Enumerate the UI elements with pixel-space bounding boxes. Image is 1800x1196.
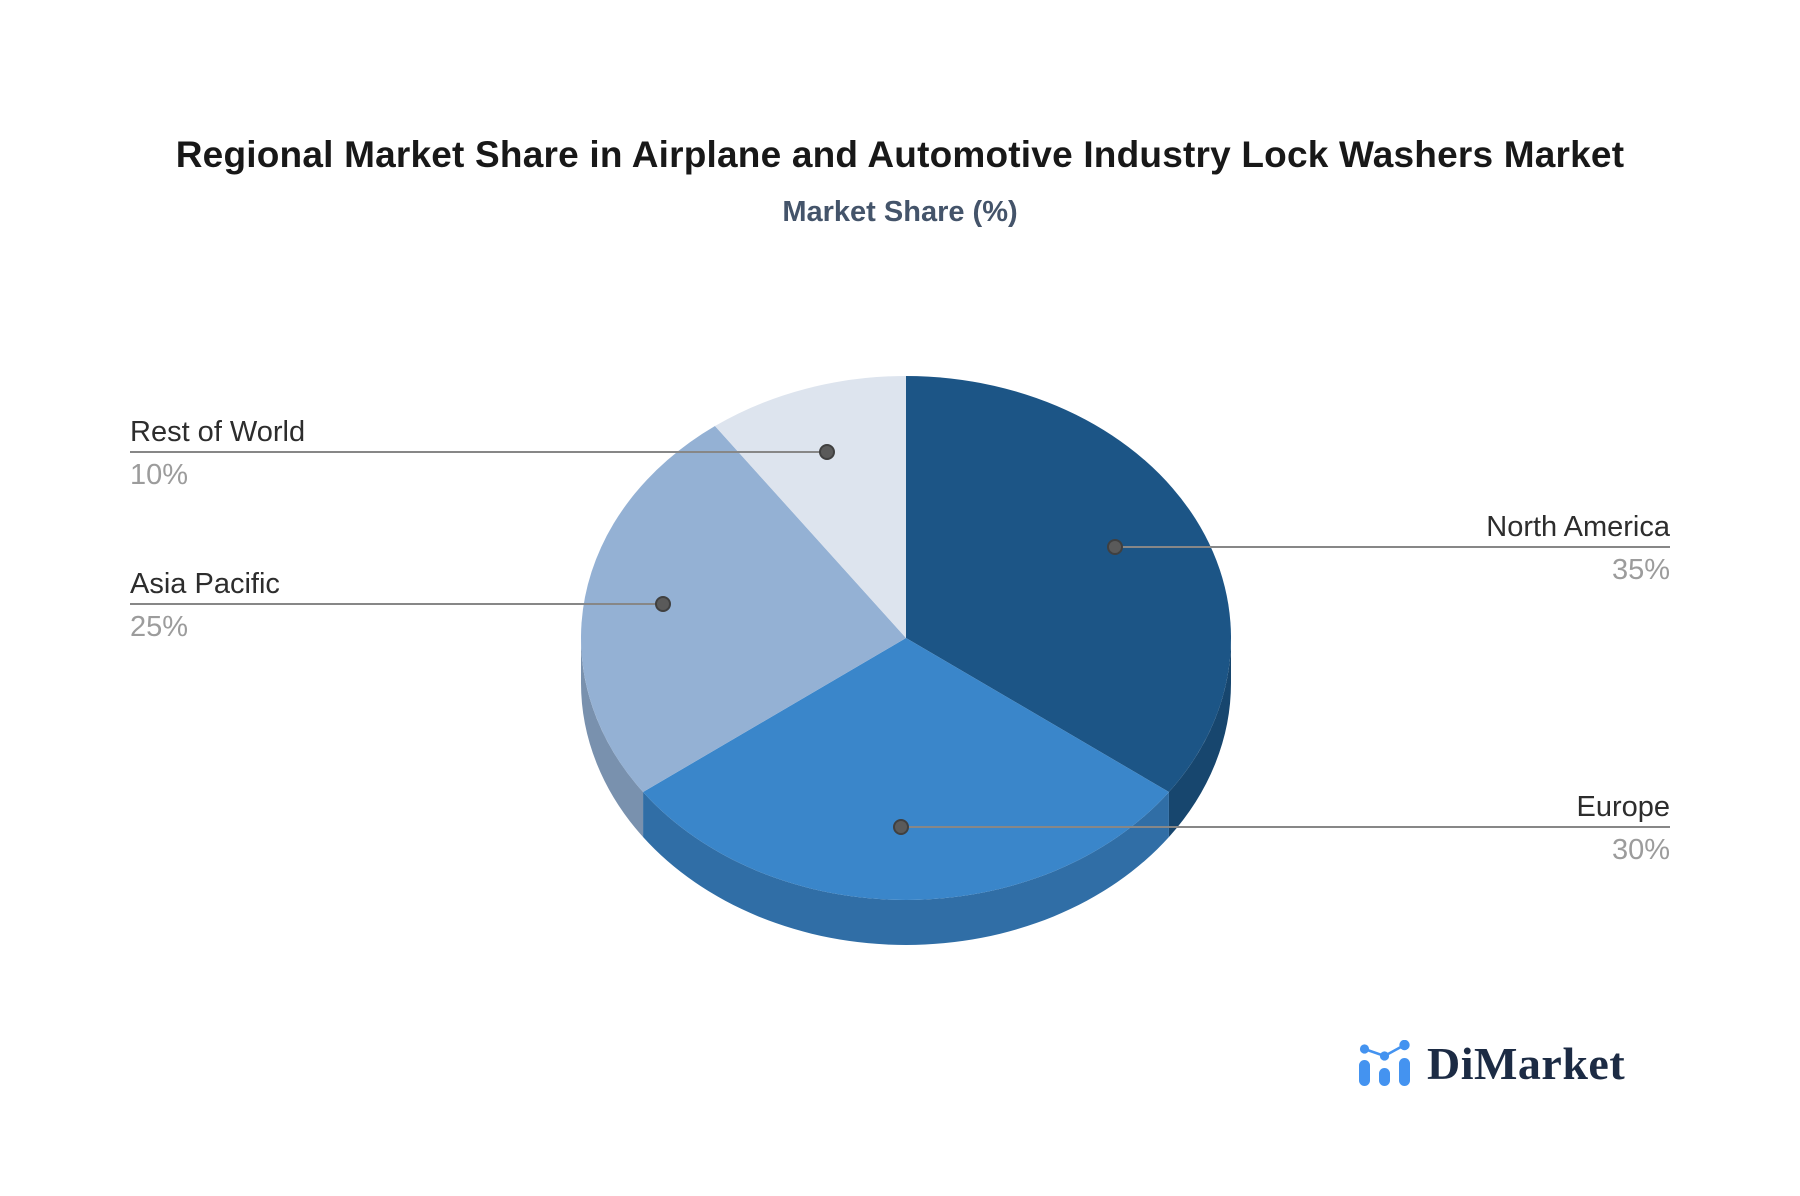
pie-slice-side-europe [643, 792, 1169, 945]
leader-dot-asia-pacific [655, 596, 671, 612]
chart-title: Regional Market Share in Airplane and Au… [175, 134, 1625, 175]
logo-dot-3 [1399, 1040, 1410, 1051]
logo-dot-2 [1379, 1051, 1390, 1061]
dimarket-logo: DiMarket [1358, 1040, 1625, 1088]
logo-bar-2 [1379, 1068, 1390, 1086]
chart-subtitle: Market Share (%) [782, 196, 1018, 228]
logo-bar-3 [1399, 1058, 1410, 1086]
pie-slice-side-asia-pacific [581, 638, 644, 837]
logo-dot-1 [1359, 1044, 1370, 1054]
pie-slice-north-america [906, 376, 1231, 792]
pie-slice-rest-of-world [714, 376, 906, 638]
leader-dot-europe [893, 819, 909, 835]
leader-dot-north-america [1107, 539, 1123, 555]
callout-europe: Europe 30% [1240, 792, 1670, 865]
callout-rest-of-world: Rest of World 10% [130, 417, 560, 490]
brand-name: DiMarket [1427, 1038, 1626, 1089]
logo-bar-1 [1359, 1060, 1370, 1086]
slice-label-rest-of-world: Rest of World [130, 416, 306, 448]
slice-label-asia-pacific: Asia Pacific [130, 568, 280, 600]
slice-percentage-europe: 30% [1611, 834, 1670, 866]
slice-percentage-north-america: 35% [1611, 554, 1670, 586]
leader-dot-rest-of-world [819, 444, 835, 460]
callout-north-america: North America 35% [1240, 512, 1670, 585]
slice-label-europe: Europe [1576, 791, 1670, 823]
slice-percentage-rest-of-world: 10% [130, 459, 189, 491]
bar-chart-logo-icon [1359, 1040, 1410, 1086]
callout-asia-pacific: Asia Pacific 25% [130, 569, 560, 642]
pie-slice-asia-pacific [581, 426, 906, 792]
slice-percentage-asia-pacific: 25% [130, 611, 189, 643]
slice-label-north-america: North America [1486, 511, 1670, 543]
pie-slice-side-north-america [1168, 638, 1231, 837]
pie-slice-europe [643, 638, 1169, 900]
